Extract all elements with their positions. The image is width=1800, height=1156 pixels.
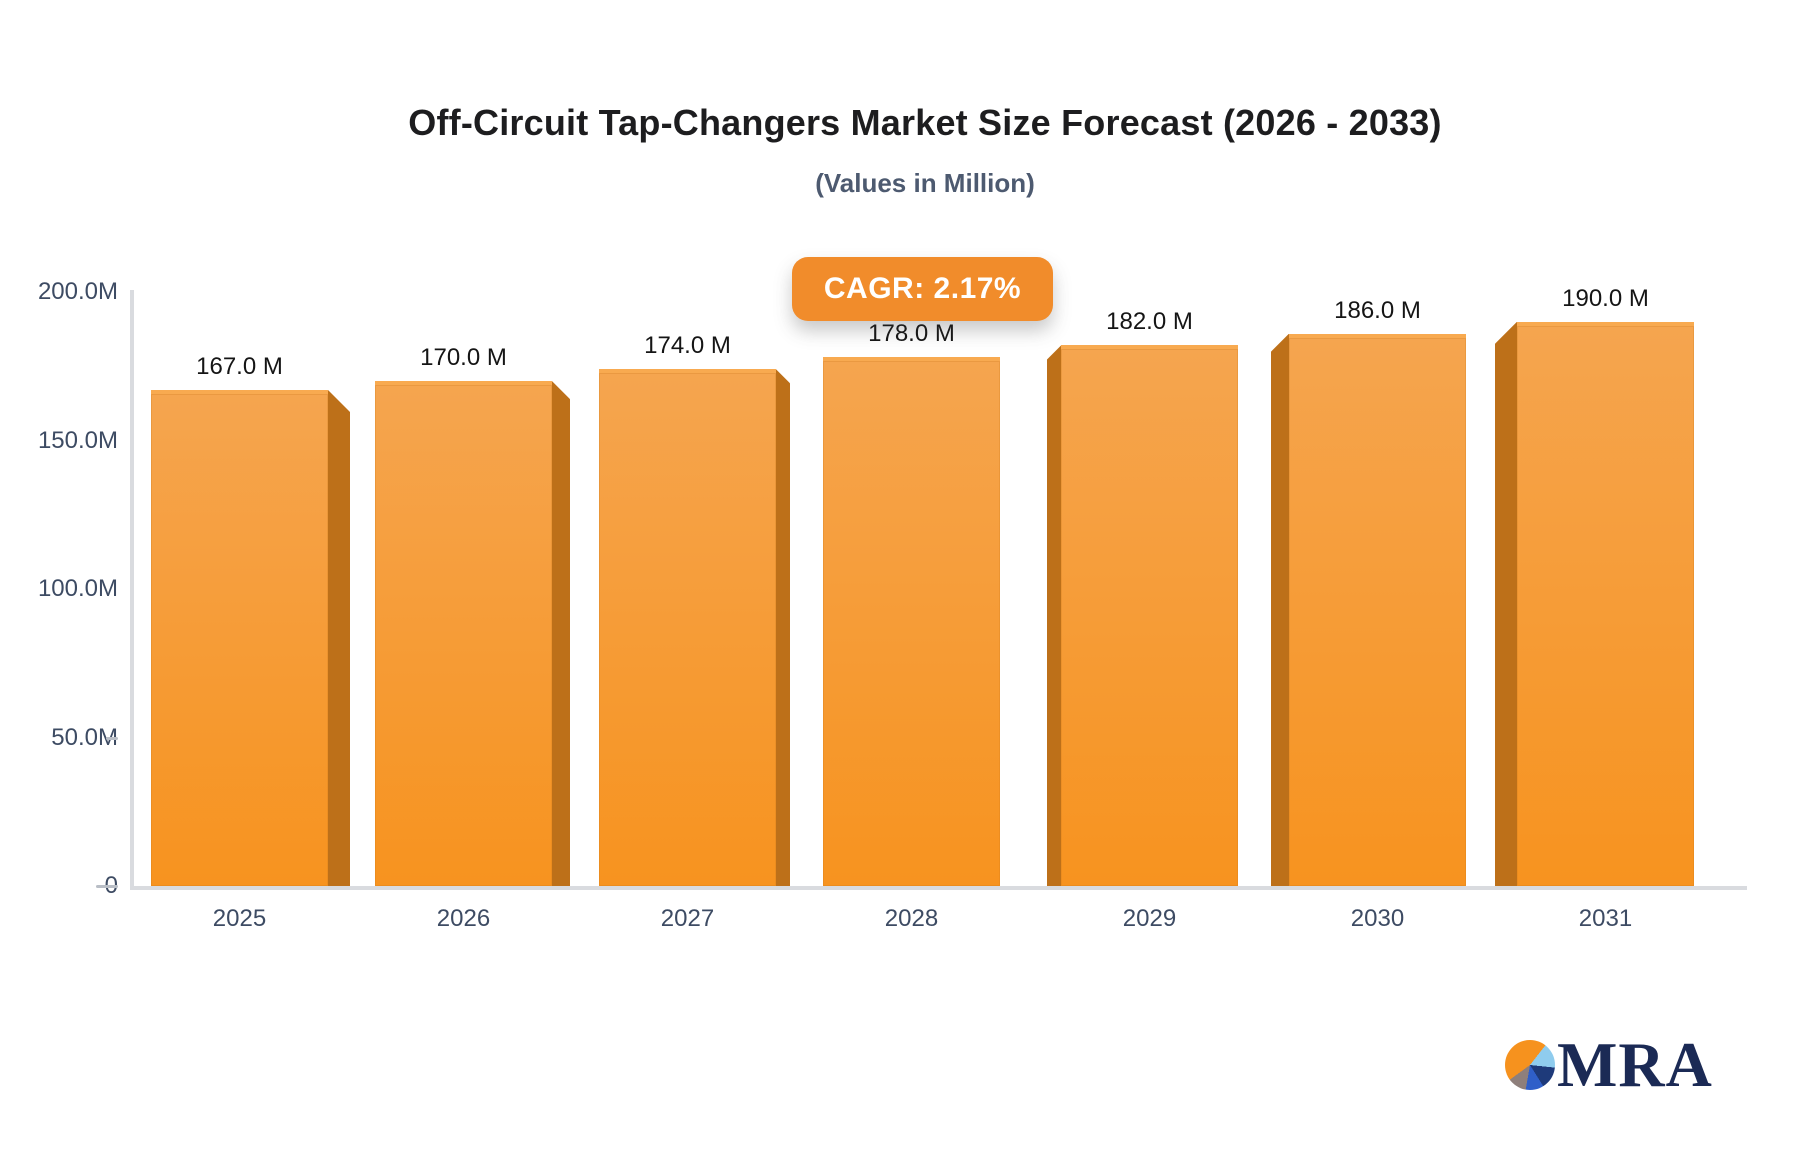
bar-2026 (375, 381, 552, 886)
chart-subtitle: (Values in Million) (815, 168, 1035, 198)
pie-chart-logo-icon (1505, 1040, 1555, 1090)
bar-side-face (1271, 333, 1289, 886)
brand-name: MRA (1557, 1029, 1713, 1100)
heading-block: Off-Circuit Tap-Changers Market Size For… (25, 0, 1800, 199)
bar-side-face (552, 381, 570, 886)
y-tick-dash (96, 885, 118, 888)
y-axis-line (130, 290, 134, 890)
bar-2027 (599, 369, 776, 886)
bar-value-label: 178.0 M (868, 320, 955, 348)
bar-value-label: 190.0 M (1562, 284, 1649, 312)
x-axis-label: 2027 (660, 905, 715, 932)
bar-side-face (328, 390, 350, 886)
bar-2030 (1289, 333, 1466, 886)
bar-2031 (1517, 321, 1694, 886)
y-tick-dash (106, 736, 118, 740)
brand-logo: MRA (1505, 1029, 1713, 1100)
bar-value-label: 170.0 M (420, 344, 507, 372)
bar-value-label: 174.0 M (644, 332, 731, 360)
x-axis-label: 2028 (884, 905, 939, 932)
x-axis-label: 2029 (1122, 905, 1177, 932)
y-tick-label: 200.0M (37, 278, 118, 305)
bar-side-face (776, 369, 790, 886)
y-tick-label: 100.0M (37, 575, 118, 602)
x-axis-label: 2026 (436, 905, 491, 932)
bar-2028 (823, 357, 1000, 886)
bar-side-face (1047, 345, 1061, 886)
bar-2029 (1061, 345, 1238, 886)
chart-title: Off-Circuit Tap-Changers Market Size For… (408, 102, 1442, 143)
x-axis-label: 2030 (1350, 905, 1405, 932)
x-axis-baseline (130, 886, 1747, 890)
bar-value-label: 182.0 M (1106, 308, 1193, 336)
cagr-badge: CAGR: 2.17% (792, 257, 1053, 321)
y-tick-label: 150.0M (37, 426, 118, 454)
bar-value-label: 167.0 M (196, 353, 283, 380)
bar-side-face (1495, 321, 1517, 886)
y-tick-label: 50.0M (51, 723, 118, 751)
bar-value-label: 186.0 M (1334, 296, 1421, 324)
bar-2025 (151, 390, 328, 886)
x-axis-label: 2031 (1578, 905, 1633, 932)
x-axis-label: 2025 (212, 905, 267, 932)
